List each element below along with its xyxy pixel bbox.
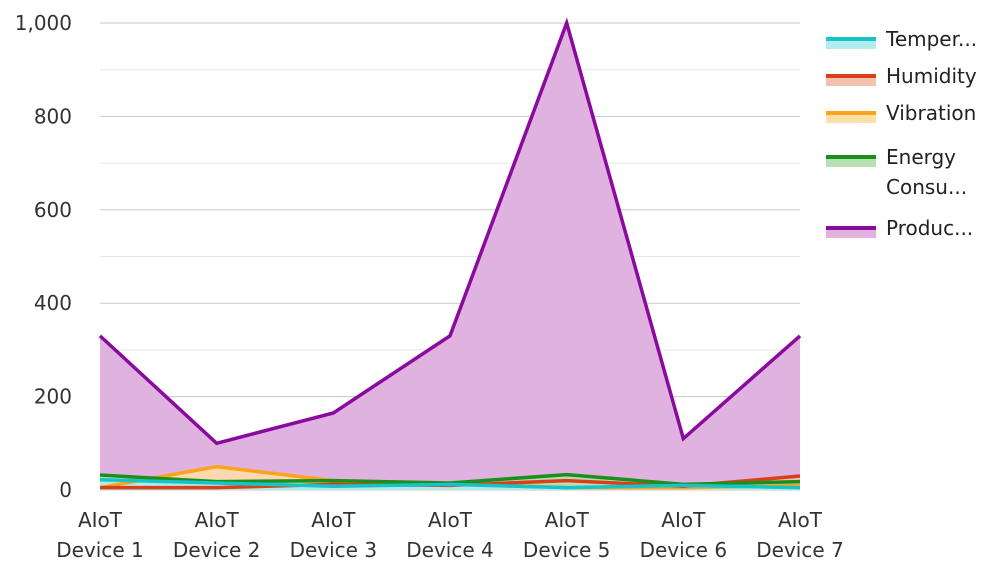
series-lines <box>98 17 802 490</box>
y-axis: 0 200 400 600 800 1,000 <box>15 11 72 502</box>
legend-item-3[interactable]: Energy Consu... <box>826 145 967 199</box>
x-tick-label: AIoT Device 5 <box>523 508 610 562</box>
x-tick-label: AIoT Device 7 <box>756 508 843 562</box>
x-tick-label: AIoT Device 4 <box>406 508 493 562</box>
legend-swatch-line <box>826 74 876 78</box>
legend: Temper... Humidity Vibration Energy Consu...… <box>826 27 977 240</box>
y-tick-label: 600 <box>34 198 72 222</box>
y-tick-label: 800 <box>34 104 72 128</box>
legend-swatch-line <box>826 37 876 41</box>
legend-label: Energy Consu... <box>886 145 967 199</box>
legend-item-4[interactable]: Produc... <box>826 216 973 240</box>
legend-label: Humidity <box>886 64 977 88</box>
legend-item-1[interactable]: Humidity <box>826 64 977 88</box>
legend-swatch-fill <box>826 158 876 167</box>
legend-swatch-fill <box>826 229 876 238</box>
legend-swatch-line <box>826 155 876 159</box>
legend-item-2[interactable]: Vibration <box>826 101 976 125</box>
y-tick-label: 400 <box>34 291 72 315</box>
series-0-line <box>99 477 801 490</box>
y-tick-label: 0 <box>59 478 72 502</box>
legend-swatch-line <box>826 226 876 230</box>
legend-label: Produc... <box>886 216 973 240</box>
x-tick-label: AIoT Device 6 <box>640 508 727 562</box>
legend-item-0[interactable]: Temper... <box>826 27 977 51</box>
legend-swatch-line <box>826 111 876 115</box>
legend-swatch-fill <box>826 114 876 123</box>
series-4-area <box>100 23 800 490</box>
series-4-line <box>98 17 802 446</box>
x-axis: AIoT Device 1 AIoT Device 2 AIoT Device 3 AIoT… <box>56 508 843 562</box>
x-tick-label: AIoT Device 1 <box>56 508 143 562</box>
legend-swatch-fill <box>826 40 876 49</box>
legend-label: Vibration <box>886 101 976 125</box>
x-tick-label: AIoT Device 2 <box>173 508 260 562</box>
y-tick-label: 1,000 <box>15 11 72 35</box>
y-tick-label: 200 <box>34 385 72 409</box>
legend-label: Temper... <box>885 27 977 51</box>
legend-swatch-fill <box>826 77 876 86</box>
x-tick-label: AIoT Device 3 <box>290 508 377 562</box>
